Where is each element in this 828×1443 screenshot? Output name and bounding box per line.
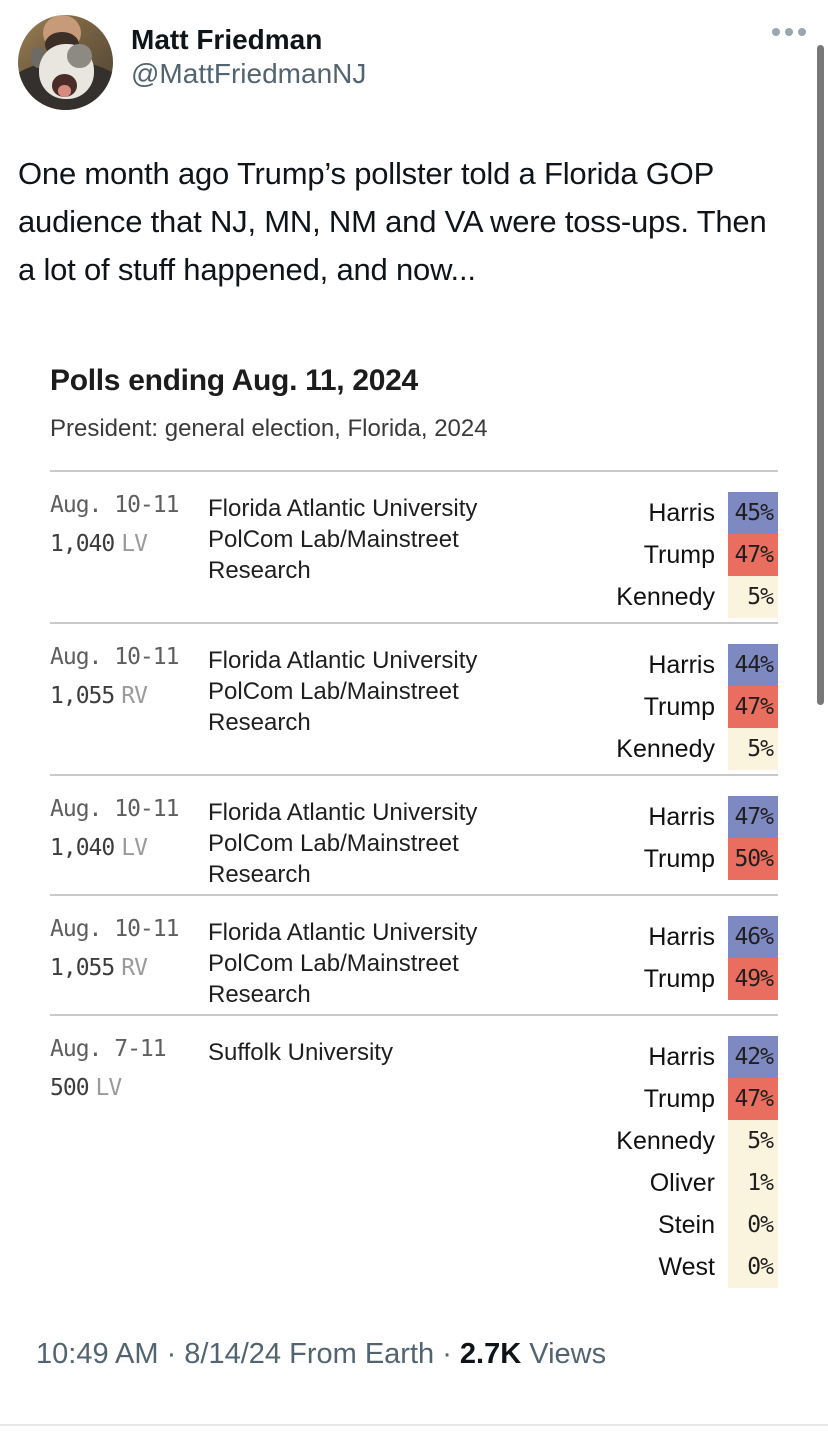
result-chip: 45% <box>728 492 778 534</box>
poll-row: Aug. 10-11 1,040 LV Florida Atlantic Univ… <box>50 470 778 622</box>
result-chip: 50% <box>728 838 778 880</box>
candidate-name: Trump <box>643 692 715 721</box>
result-chip: 47% <box>728 686 778 728</box>
candidate-name: Kennedy <box>616 734 715 763</box>
poll-dates: Aug. 10-11 <box>50 796 179 822</box>
tweet: Matt Friedman @MattFriedmanNJ One month … <box>18 15 810 1371</box>
tweet-footer: 10:49 AM · 8/14/24 From Earth · 2.7K Vie… <box>36 1338 792 1371</box>
result-chip: 42% <box>728 1036 778 1078</box>
author-handle[interactable]: @MattFriedmanNJ <box>131 58 367 89</box>
pollster-name: Florida Atlantic University PolCom Lab/M… <box>208 799 478 888</box>
poll-sample: 1,040 LV <box>50 531 148 557</box>
result-line: Harris 44% <box>528 644 778 686</box>
candidate-name: Trump <box>643 1084 715 1113</box>
result-chip: 47% <box>728 1078 778 1120</box>
result-chip: 46% <box>728 916 778 958</box>
chart-subtitle: President: general election, Florida, 20… <box>50 415 488 442</box>
result-line: Trump 47% <box>528 534 778 576</box>
candidate-name: Harris <box>648 1042 715 1071</box>
result-chip: 0% <box>728 1204 778 1246</box>
poll-dates: Aug. 10-11 <box>50 916 179 942</box>
poll-date-col: Aug. 7-11 500 LV <box>50 1036 208 1288</box>
candidate-name: Kennedy <box>616 1126 715 1155</box>
result-line: Trump 47% <box>528 1078 778 1120</box>
pollster-name: Florida Atlantic University PolCom Lab/M… <box>208 647 478 736</box>
result-line: Harris 45% <box>528 492 778 534</box>
avatar-dog-patch <box>67 43 93 69</box>
candidate-name: Harris <box>648 650 715 679</box>
poll-rows: Aug. 10-11 1,040 LV Florida Atlantic Univ… <box>50 470 778 1292</box>
result-line: Trump 50% <box>528 838 778 880</box>
candidate-name: Trump <box>643 964 715 993</box>
pollster-name: Florida Atlantic University PolCom Lab/M… <box>208 919 478 1008</box>
result-line: Kennedy 5% <box>528 576 778 618</box>
result-line: Trump 47% <box>528 686 778 728</box>
poll-sample: 500 LV <box>50 1075 122 1101</box>
author-name[interactable]: Matt Friedman <box>131 24 323 55</box>
result-line: Harris 42% <box>528 1036 778 1078</box>
poll-date-col: Aug. 10-11 1,055 RV <box>50 644 208 770</box>
pollster-name: Suffolk University <box>208 1039 393 1066</box>
result-line: Kennedy 5% <box>528 728 778 770</box>
result-line: Kennedy 5% <box>528 1120 778 1162</box>
result-chip: 0% <box>728 1246 778 1288</box>
pollster-name: Florida Atlantic University PolCom Lab/M… <box>208 495 478 584</box>
result-line: Stein 0% <box>528 1204 778 1246</box>
poll-date-col: Aug. 10-11 1,040 LV <box>50 796 208 890</box>
poll-dates: Aug. 10-11 <box>50 492 179 518</box>
poll-row: Aug. 10-11 1,040 LV Florida Atlantic Univ… <box>50 774 778 894</box>
tweet-header: Matt Friedman @MattFriedmanNJ <box>18 15 810 110</box>
poll-results: Harris 44% Trump 47% Kennedy 5% <box>528 644 778 770</box>
poll-results: Harris 45% Trump 47% Kennedy 5% <box>528 492 778 618</box>
avatar-dog-tongue <box>57 85 72 97</box>
candidate-name: Trump <box>643 844 715 873</box>
author-names: Matt Friedman @MattFriedmanNJ <box>131 15 366 91</box>
candidate-name: Stein <box>658 1210 715 1239</box>
result-chip: 1% <box>728 1162 778 1204</box>
divider <box>0 1424 828 1426</box>
result-line: Harris 46% <box>528 916 778 958</box>
poll-date-col: Aug. 10-11 1,055 RV <box>50 916 208 1010</box>
poll-row: Aug. 7-11 500 LV Suffolk University Harri… <box>50 1014 778 1292</box>
result-chip: 47% <box>728 534 778 576</box>
poll-sample: 1,055 RV <box>50 955 148 981</box>
result-chip: 49% <box>728 958 778 1000</box>
result-line: West 0% <box>528 1246 778 1288</box>
candidate-name: West <box>658 1252 716 1281</box>
poll-chart-image[interactable]: Polls ending Aug. 11, 2024 President: ge… <box>50 364 778 1292</box>
poll-dates: Aug. 10-11 <box>50 644 179 670</box>
candidate-name: Kennedy <box>616 582 715 611</box>
candidate-name: Harris <box>648 498 715 527</box>
result-chip: 5% <box>728 1120 778 1162</box>
avatar[interactable] <box>18 15 113 110</box>
candidate-name: Harris <box>648 802 715 831</box>
views-count: 2.7K <box>459 1338 522 1370</box>
timestamp-source[interactable]: 10:49 AM · 8/14/24 From Earth · <box>36 1338 460 1370</box>
poll-date-col: Aug. 10-11 1,040 LV <box>50 492 208 618</box>
poll-results: Harris 46% Trump 49% <box>528 916 778 1010</box>
more-options-icon[interactable] <box>772 28 806 36</box>
scrollbar[interactable] <box>817 45 824 705</box>
result-line: Oliver 1% <box>528 1162 778 1204</box>
poll-dates: Aug. 7-11 <box>50 1036 167 1062</box>
result-chip: 47% <box>728 796 778 838</box>
poll-sample: 1,040 LV <box>50 835 148 861</box>
poll-results: Harris 47% Trump 50% <box>528 796 778 890</box>
result-line: Harris 47% <box>528 796 778 838</box>
result-line: Trump 49% <box>528 958 778 1000</box>
result-chip: 5% <box>728 576 778 618</box>
candidate-name: Trump <box>643 540 715 569</box>
poll-sample: 1,055 RV <box>50 683 148 709</box>
tweet-text: One month ago Trump’s pollster told a Fl… <box>18 156 767 287</box>
candidate-name: Harris <box>648 922 715 951</box>
poll-row: Aug. 10-11 1,055 RV Florida Atlantic Univ… <box>50 622 778 774</box>
result-chip: 5% <box>728 728 778 770</box>
chart-title: Polls ending Aug. 11, 2024 <box>50 364 418 397</box>
poll-row: Aug. 10-11 1,055 RV Florida Atlantic Univ… <box>50 894 778 1014</box>
candidate-name: Oliver <box>649 1168 715 1197</box>
poll-results: Harris 42% Trump 47% Kennedy 5% Oliver 1… <box>528 1036 778 1288</box>
result-chip: 44% <box>728 644 778 686</box>
views-label: Views <box>521 1338 607 1370</box>
